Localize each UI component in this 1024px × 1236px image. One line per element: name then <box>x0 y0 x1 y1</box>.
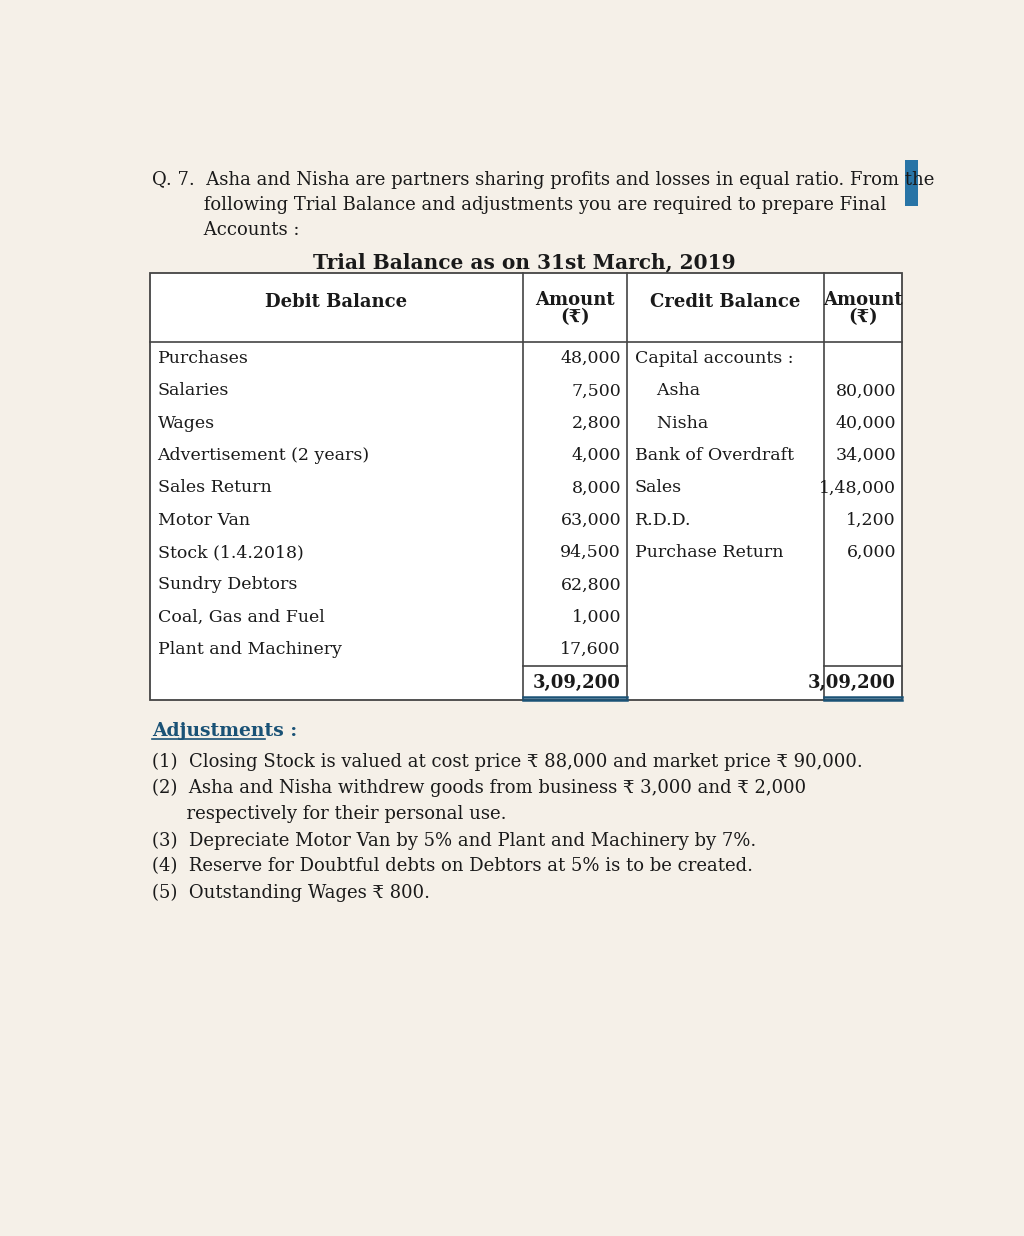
Text: Advertisement (2 years): Advertisement (2 years) <box>158 447 370 464</box>
Text: 2,800: 2,800 <box>571 415 621 431</box>
Text: (₹): (₹) <box>560 308 590 326</box>
Text: 40,000: 40,000 <box>836 415 896 431</box>
Text: 1,48,000: 1,48,000 <box>819 480 896 497</box>
Text: 1,000: 1,000 <box>571 609 621 625</box>
Text: (4)  Reserve for Doubtful debts on Debtors at 5% is to be created.: (4) Reserve for Doubtful debts on Debtor… <box>153 858 753 875</box>
Text: Nisha: Nisha <box>635 415 709 431</box>
Text: Purchase Return: Purchase Return <box>635 544 783 561</box>
Text: 8,000: 8,000 <box>571 480 621 497</box>
Bar <box>150 273 902 701</box>
Text: Q. 7.  Asha and Nisha are partners sharing profits and losses in equal ratio. Fr: Q. 7. Asha and Nisha are partners sharin… <box>153 172 935 189</box>
Text: (2)  Asha and Nisha withdrew goods from business ₹ 3,000 and ₹ 2,000: (2) Asha and Nisha withdrew goods from b… <box>153 779 806 797</box>
Text: (₹): (₹) <box>848 308 878 326</box>
Text: Plant and Machinery: Plant and Machinery <box>158 641 342 658</box>
Text: 1,200: 1,200 <box>846 512 896 529</box>
Text: R.D.D.: R.D.D. <box>635 512 691 529</box>
Text: 7,500: 7,500 <box>571 382 621 399</box>
Text: Purchases: Purchases <box>158 350 249 367</box>
Text: 17,600: 17,600 <box>560 641 621 658</box>
Text: Debit Balance: Debit Balance <box>265 293 408 310</box>
Text: (1)  Closing Stock is valued at cost price ₹ 88,000 and market price ₹ 90,000.: (1) Closing Stock is valued at cost pric… <box>153 753 863 771</box>
Text: 34,000: 34,000 <box>836 447 896 464</box>
Text: Salaries: Salaries <box>158 382 229 399</box>
Text: 6,000: 6,000 <box>847 544 896 561</box>
Bar <box>905 159 918 206</box>
Text: 3,09,200: 3,09,200 <box>808 674 896 692</box>
Text: Trial Balance as on 31st March, 2019: Trial Balance as on 31st March, 2019 <box>313 252 736 272</box>
Text: Bank of Overdraft: Bank of Overdraft <box>635 447 794 464</box>
Text: 94,500: 94,500 <box>560 544 621 561</box>
Text: Capital accounts :: Capital accounts : <box>635 350 794 367</box>
Text: (3)  Depreciate Motor Van by 5% and Plant and Machinery by 7%.: (3) Depreciate Motor Van by 5% and Plant… <box>153 832 757 849</box>
Text: Sales: Sales <box>635 480 682 497</box>
Text: Wages: Wages <box>158 415 215 431</box>
Text: respectively for their personal use.: respectively for their personal use. <box>153 805 507 823</box>
Text: Sundry Debtors: Sundry Debtors <box>158 576 297 593</box>
Text: Coal, Gas and Fuel: Coal, Gas and Fuel <box>158 609 325 625</box>
Text: Amount: Amount <box>536 290 615 309</box>
Text: Amount: Amount <box>823 290 902 309</box>
Text: 80,000: 80,000 <box>836 382 896 399</box>
Text: Asha: Asha <box>635 382 700 399</box>
Text: 48,000: 48,000 <box>560 350 621 367</box>
Text: 3,09,200: 3,09,200 <box>534 674 621 692</box>
Text: Credit Balance: Credit Balance <box>650 293 801 310</box>
Text: 4,000: 4,000 <box>571 447 621 464</box>
Text: 62,800: 62,800 <box>560 576 621 593</box>
Text: Adjustments :: Adjustments : <box>153 722 297 740</box>
Text: Motor Van: Motor Van <box>158 512 250 529</box>
Text: Sales Return: Sales Return <box>158 480 271 497</box>
Text: 63,000: 63,000 <box>560 512 621 529</box>
Text: Stock (1.4.2018): Stock (1.4.2018) <box>158 544 303 561</box>
Text: (5)  Outstanding Wages ₹ 800.: (5) Outstanding Wages ₹ 800. <box>153 884 430 902</box>
Text: following Trial Balance and adjustments you are required to prepare Final: following Trial Balance and adjustments … <box>153 197 887 214</box>
Text: Accounts :: Accounts : <box>153 221 300 239</box>
